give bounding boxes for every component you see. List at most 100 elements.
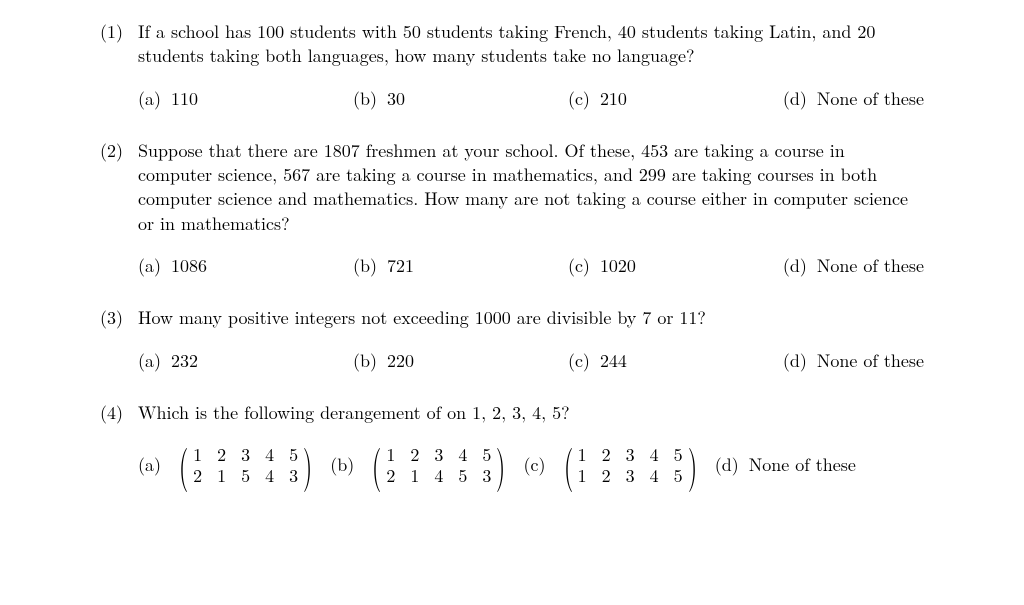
option-c: (c) 1020 [568,254,783,278]
option-label: (c) [524,453,546,477]
right-paren-icon: ) [688,441,697,485]
matrix-cell: 3 [433,444,444,466]
question-1-options: (a) 110 (b) 30 (c) 210 (d) None of these [138,87,924,111]
matrix-cell: 1 [577,444,588,466]
matrix-cell: 2 [601,465,612,487]
option-label: (a) [138,87,161,111]
option-label: (d) [783,254,807,278]
option-value: 110 [171,87,198,111]
right-paren-icon: ) [303,441,312,485]
question-number: (4) [100,401,138,425]
question-text: Which is the following derangement of on… [138,401,924,425]
option-a: (a) ( 1 2 3 4 5 2 1 5 4 [138,443,316,487]
option-c: (c) 210 [568,87,783,111]
option-d: (d) None of these [783,254,924,278]
question-3: (3) How many positive integers not excee… [100,306,924,330]
option-value: 220 [387,349,414,373]
question-number: (2) [100,139,138,236]
question-2-options: (a) 1086 (b) 721 (c) 1020 (d) None of th… [138,254,924,278]
option-a: (a) 232 [138,349,353,373]
permutation-matrix-c: ( 1 2 3 4 5 1 2 3 4 5 [560,443,701,487]
matrix-cell: 3 [240,444,251,466]
matrix-cell: 3 [481,465,492,487]
option-value: None of these [749,453,856,477]
page: (1) If a school has 100 students with 50… [0,0,1024,535]
question-text: Suppose that there are 1807 freshmen at … [138,139,924,236]
option-d: (d) None of these [715,453,924,477]
matrix-cell: 4 [649,444,660,466]
question-number: (3) [100,306,138,330]
matrix-cell: 5 [457,465,468,487]
option-label: (c) [568,254,590,278]
question-text: How many positive integers not exceeding… [138,306,924,330]
option-value: None of these [817,254,924,278]
option-label: (c) [568,349,590,373]
option-label: (c) [568,87,590,111]
option-b: (b) ( 1 2 3 4 5 2 1 4 5 [330,443,509,487]
option-value: None of these [817,87,924,111]
question-3-options: (a) 232 (b) 220 (c) 244 (d) None of thes… [138,349,924,373]
option-label: (d) [783,87,807,111]
matrix-cell: 1 [577,465,588,487]
matrix-cell: 2 [216,444,227,466]
matrix-cell: 2 [192,465,203,487]
option-c: (c) 244 [568,349,783,373]
option-value: 244 [600,349,627,373]
matrix-cell: 2 [601,444,612,466]
option-d: (d) None of these [783,349,924,373]
question-2: (2) Suppose that there are 1807 freshmen… [100,139,924,236]
matrix-cell: 5 [673,444,684,466]
question-1: (1) If a school has 100 students with 50… [100,20,924,69]
question-4: (4) Which is the following derangement o… [100,401,924,425]
question-4-options: (a) ( 1 2 3 4 5 2 1 5 4 [138,443,924,487]
matrix-cell: 1 [216,465,227,487]
matrix-cell: 3 [625,465,636,487]
left-paren-icon: ( [372,441,381,485]
option-label: (b) [353,349,377,373]
option-label: (a) [138,254,161,278]
matrix-cell: 5 [673,465,684,487]
option-d: (d) None of these [783,87,924,111]
matrix-cell: 2 [385,465,396,487]
matrix-cell: 4 [264,444,275,466]
right-paren-icon: ) [496,441,505,485]
option-label: (b) [353,87,377,111]
option-b: (b) 721 [353,254,568,278]
matrix-cell: 1 [385,444,396,466]
matrix-cell: 5 [288,444,299,466]
option-value: 721 [387,254,414,278]
option-value: 1020 [600,254,636,278]
option-value: None of these [817,349,924,373]
matrix-cell: 4 [264,465,275,487]
matrix-cell: 3 [625,444,636,466]
matrix-cell: 5 [481,444,492,466]
matrix-cell: 3 [288,465,299,487]
matrix-cell: 5 [240,465,251,487]
option-label: (a) [138,453,161,477]
option-label: (d) [783,349,807,373]
option-label: (b) [353,254,377,278]
option-b: (b) 30 [353,87,568,111]
matrix-cell: 1 [409,465,420,487]
matrix-cell: 4 [457,444,468,466]
option-value: 1086 [171,254,207,278]
matrix-cell: 2 [409,444,420,466]
option-label: (a) [138,349,161,373]
option-a: (a) 110 [138,87,353,111]
question-text: If a school has 100 students with 50 stu… [138,20,924,69]
option-label: (b) [330,453,354,477]
left-paren-icon: ( [179,441,188,485]
option-b: (b) 220 [353,349,568,373]
option-a: (a) 1086 [138,254,353,278]
option-value: 210 [600,87,627,111]
left-paren-icon: ( [563,441,572,485]
option-label: (d) [715,453,739,477]
permutation-matrix-b: ( 1 2 3 4 5 2 1 4 5 3 [368,443,509,487]
matrix-cell: 1 [192,444,203,466]
permutation-matrix-a: ( 1 2 3 4 5 2 1 5 4 3 [175,443,316,487]
matrix-cell: 4 [649,465,660,487]
option-value: 232 [171,349,198,373]
option-c: (c) ( 1 2 3 4 5 1 2 3 4 [524,443,701,487]
option-value: 30 [387,87,405,111]
question-number: (1) [100,20,138,69]
